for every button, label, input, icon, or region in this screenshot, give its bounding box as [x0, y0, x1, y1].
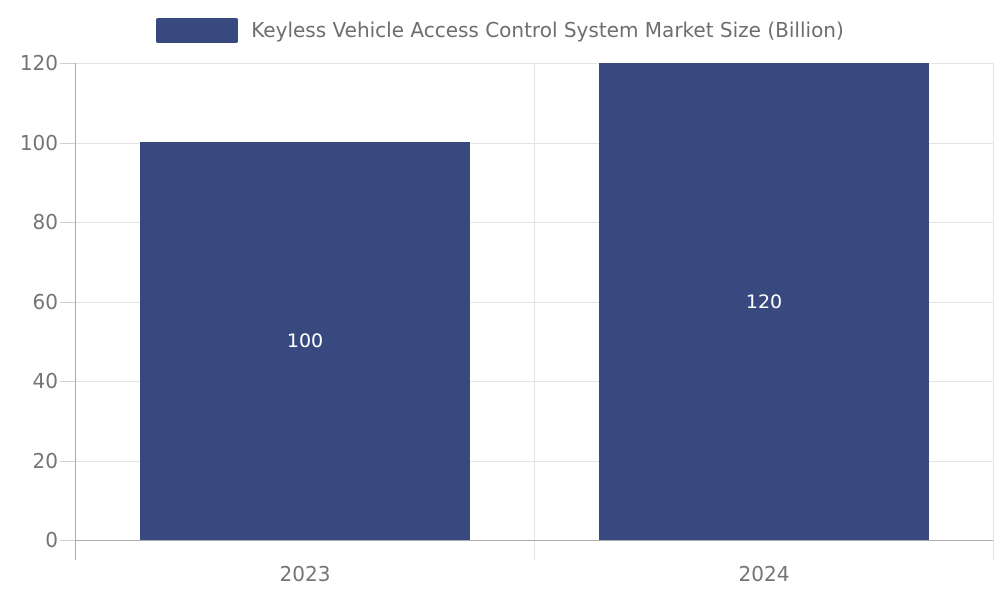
- gridline-vertical: [993, 63, 994, 560]
- legend-label: Keyless Vehicle Access Control System Ma…: [251, 18, 844, 42]
- y-axis-tick-label: 40: [32, 369, 58, 393]
- bar-2023[interactable]: [140, 142, 470, 540]
- y-axis-tick: [60, 302, 75, 303]
- legend-item[interactable]: Keyless Vehicle Access Control System Ma…: [0, 16, 1000, 44]
- x-axis-line: [75, 540, 993, 541]
- y-axis-tick-label: 20: [32, 449, 58, 473]
- y-axis-tick-label: 100: [19, 131, 58, 155]
- bar-value-label: 100: [286, 330, 324, 352]
- y-axis-tick: [60, 381, 75, 382]
- x-axis-tick-label: 2023: [279, 562, 331, 586]
- gridline-vertical: [534, 63, 535, 560]
- y-axis-tick: [60, 143, 75, 144]
- y-axis-tick: [60, 222, 75, 223]
- y-axis-tick-label: 0: [45, 528, 58, 552]
- y-axis-tick-label: 120: [19, 51, 58, 75]
- y-axis-tick: [60, 540, 75, 541]
- x-axis-tick-label: 2024: [738, 562, 790, 586]
- y-axis-tick-label: 60: [32, 290, 58, 314]
- bar-2024[interactable]: [599, 63, 929, 540]
- y-axis-tick: [60, 63, 75, 64]
- legend-swatch: [156, 17, 239, 43]
- y-axis-line: [75, 63, 76, 560]
- y-axis-tick-label: 80: [32, 210, 58, 234]
- y-axis-tick: [60, 461, 75, 462]
- bar-value-label: 120: [745, 291, 783, 313]
